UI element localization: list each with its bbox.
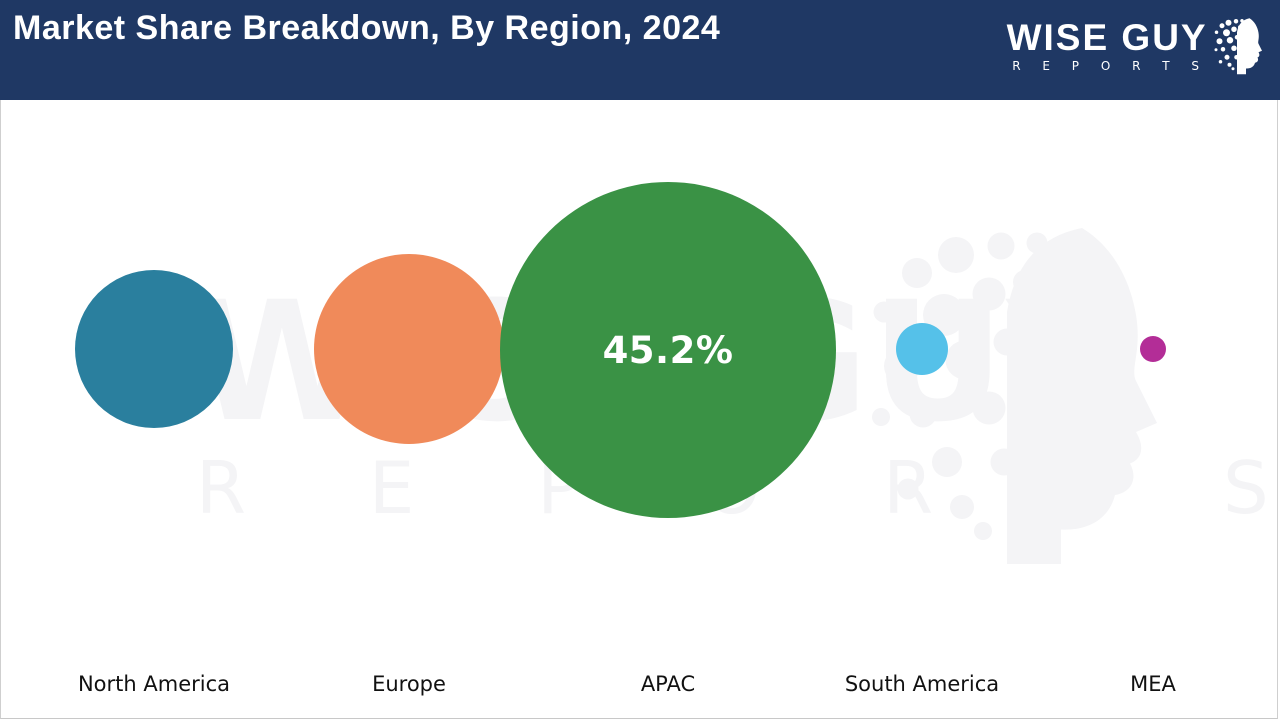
category-label-apac: APAC bbox=[640, 672, 696, 696]
bubble-chart: WISE GUY R E P O R T S 45.2% North Ameri… bbox=[0, 100, 1278, 719]
bubble-north-america bbox=[75, 270, 233, 428]
category-label-europe: Europe bbox=[372, 672, 446, 696]
bubble-apac: 45.2% bbox=[500, 182, 836, 518]
logo-wordmark: WISE GUY bbox=[1006, 17, 1208, 59]
bubble-europe bbox=[314, 254, 504, 444]
wise-guy-logo: WISE GUY R E P O R T S bbox=[1006, 8, 1262, 84]
logo-text: WISE GUY R E P O R T S bbox=[1006, 17, 1208, 73]
category-label-north-america: North America bbox=[77, 672, 231, 696]
bubble-south-america bbox=[896, 323, 948, 375]
category-label-south-america: South America bbox=[844, 672, 1000, 696]
watermark-head-icon bbox=[853, 222, 1161, 567]
category-label-mea: MEA bbox=[1130, 672, 1176, 696]
bubble-value-label: 45.2% bbox=[602, 328, 734, 372]
logo-subtitle: R E P O R T S bbox=[1012, 58, 1208, 73]
header-bar: Market Share Breakdown, By Region, 2024 … bbox=[0, 0, 1280, 100]
bubble-mea bbox=[1140, 336, 1166, 362]
wise-guy-head-icon bbox=[1212, 8, 1262, 84]
page-title: Market Share Breakdown, By Region, 2024 bbox=[13, 9, 721, 47]
